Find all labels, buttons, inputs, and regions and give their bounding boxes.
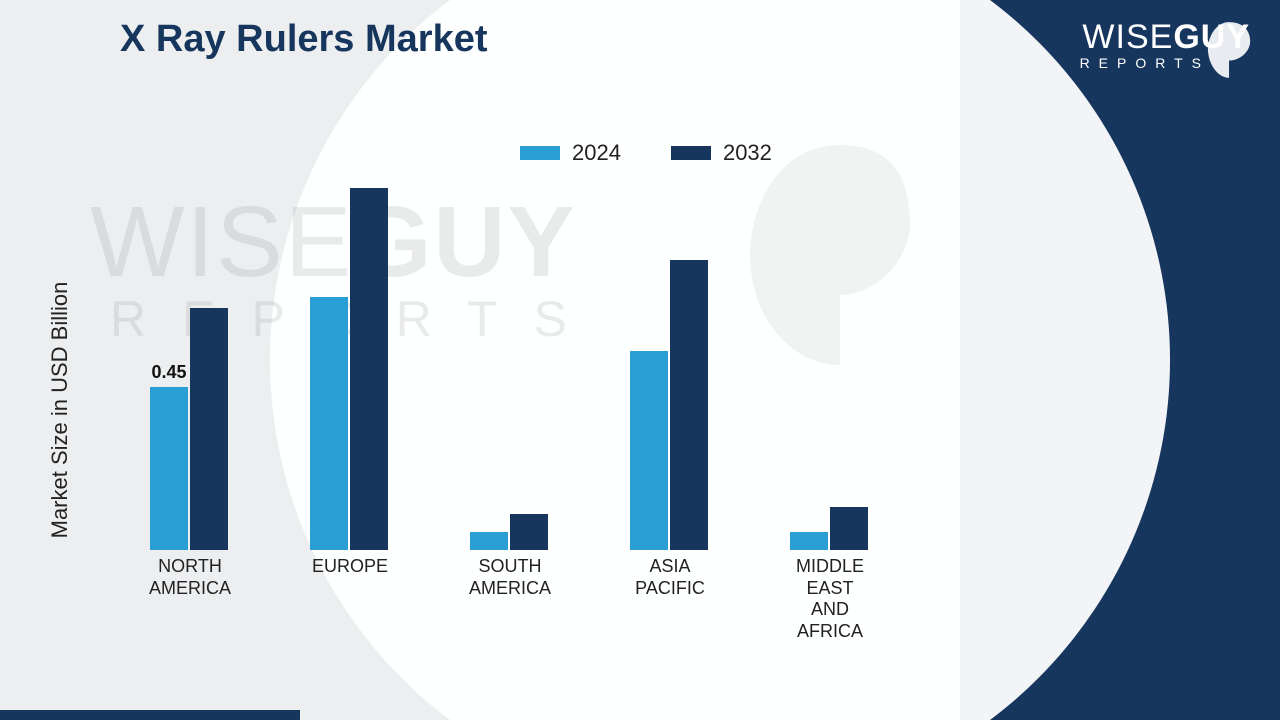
bar bbox=[830, 507, 868, 550]
category-label: EUROPE bbox=[280, 556, 420, 578]
bar bbox=[190, 308, 228, 550]
bar-chart: Market Size in USD Billion 2024 2032 0.4… bbox=[60, 140, 940, 680]
legend-label: 2032 bbox=[723, 140, 772, 166]
category-label: MIDDLEEASTANDAFRICA bbox=[760, 556, 900, 642]
bar bbox=[470, 532, 508, 550]
legend-swatch bbox=[520, 146, 560, 160]
logo-head-icon bbox=[1206, 20, 1254, 80]
value-label: 0.45 bbox=[144, 362, 194, 383]
category-label: ASIAPACIFIC bbox=[600, 556, 740, 599]
bar bbox=[350, 188, 388, 550]
bar bbox=[310, 297, 348, 550]
page-root: WISEGUY REPORTS X Ray Rulers Market WISE… bbox=[0, 0, 1280, 720]
legend-item: 2032 bbox=[671, 140, 772, 166]
logo-text-1a: WISE bbox=[1082, 18, 1173, 56]
bottom-accent-bar bbox=[0, 710, 300, 720]
category-label: NORTHAMERICA bbox=[120, 556, 260, 599]
legend-label: 2024 bbox=[572, 140, 621, 166]
legend-swatch bbox=[671, 146, 711, 160]
brand-logo: WISEGUY REPORTS bbox=[990, 18, 1250, 71]
bar bbox=[150, 387, 188, 550]
plot-area: 0.45 bbox=[120, 170, 930, 550]
chart-legend: 2024 2032 bbox=[520, 140, 772, 166]
category-label: SOUTHAMERICA bbox=[440, 556, 580, 599]
bar bbox=[670, 260, 708, 550]
bar bbox=[510, 514, 548, 550]
legend-item: 2024 bbox=[520, 140, 621, 166]
bar bbox=[790, 532, 828, 550]
chart-title: X Ray Rulers Market bbox=[120, 18, 488, 61]
bar bbox=[630, 351, 668, 550]
y-axis-label: Market Size in USD Billion bbox=[47, 282, 73, 539]
